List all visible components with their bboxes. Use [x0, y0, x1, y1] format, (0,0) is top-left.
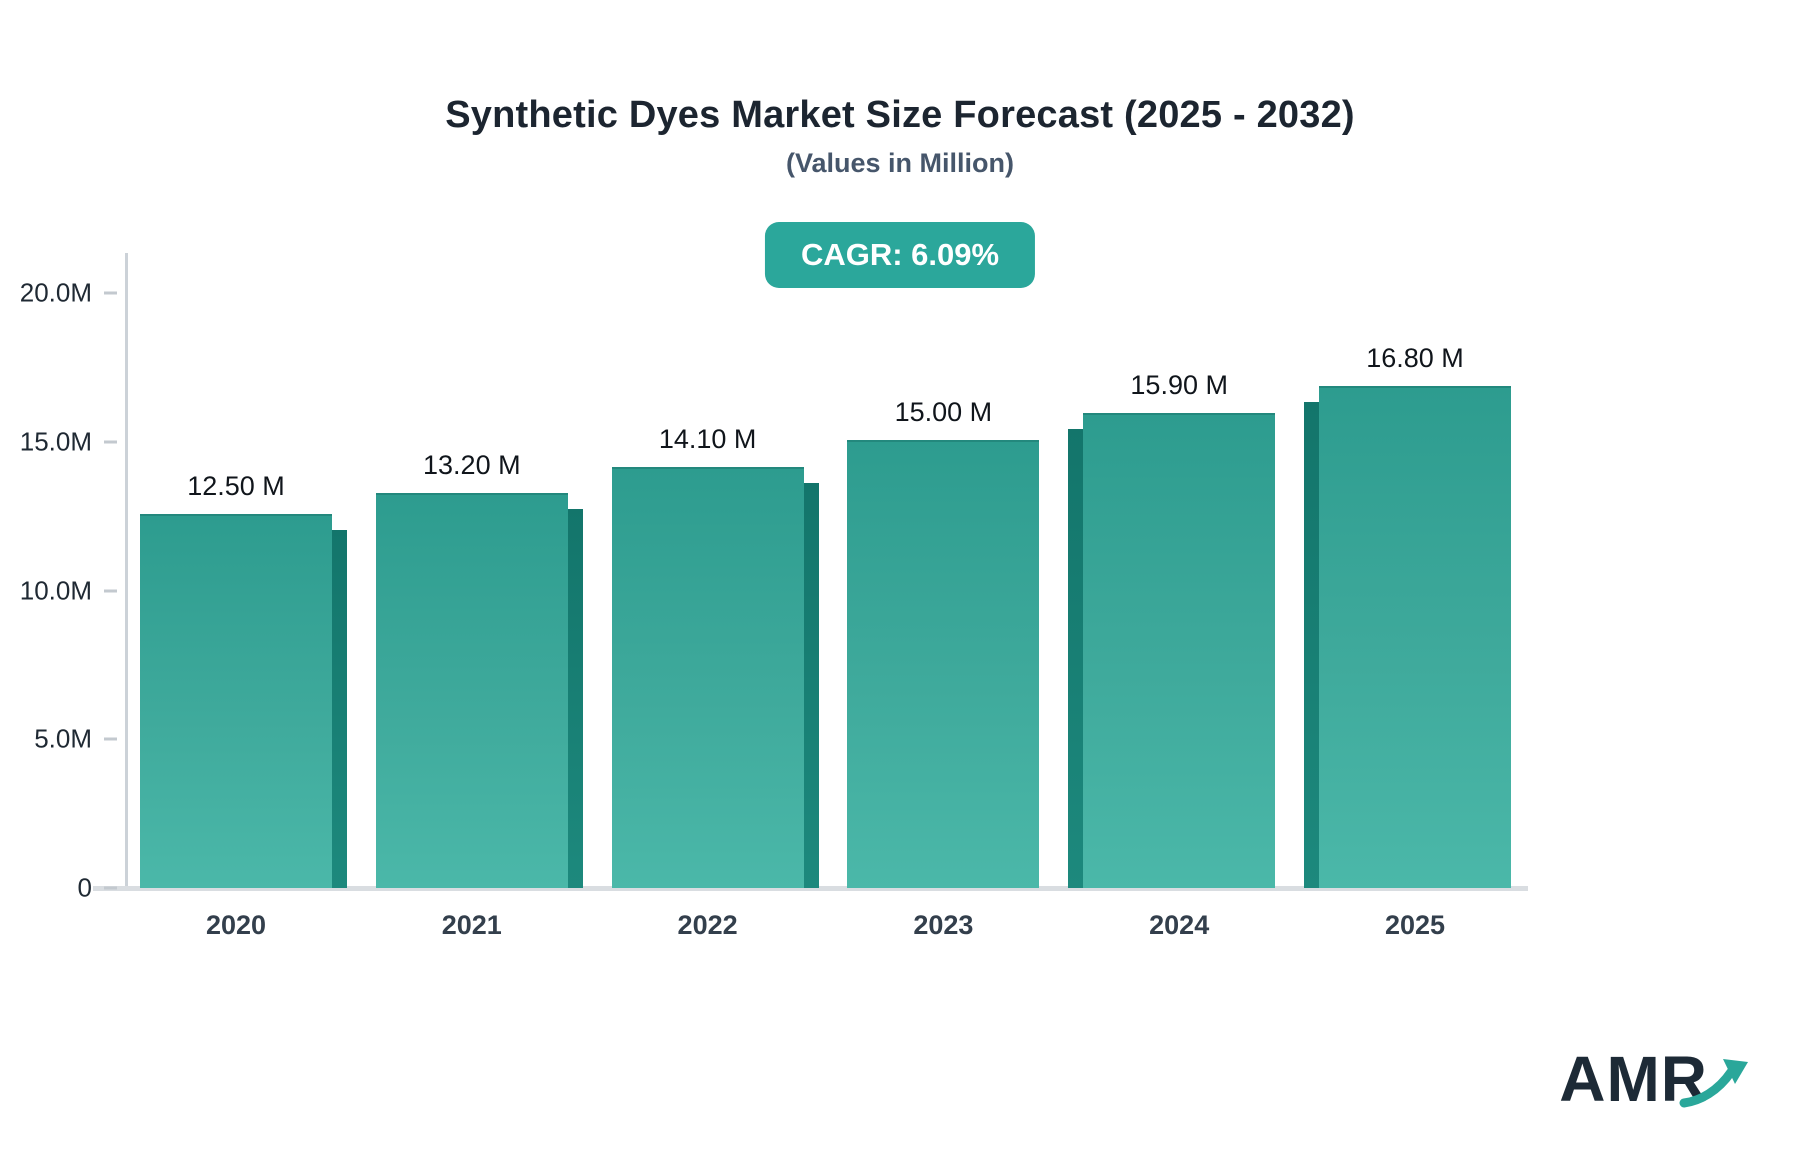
- bar-group: 13.20 M 2021: [375, 293, 583, 940]
- y-tick: 0: [0, 873, 125, 904]
- bar: [375, 493, 583, 888]
- bar-group: 15.00 M 2023: [847, 293, 1040, 940]
- chart-title: Synthetic Dyes Market Size Forecast (202…: [445, 94, 1355, 136]
- chart-subtitle: (Values in Million): [785, 148, 1015, 178]
- bar-group: 14.10 M 2022: [611, 293, 819, 940]
- x-axis-label: 2025: [1384, 910, 1446, 940]
- y-tick-mark: [104, 440, 117, 444]
- y-tick-label: 5.0M: [34, 723, 92, 754]
- bar: [1068, 412, 1276, 888]
- bar-group: 15.90 M 2024: [1068, 293, 1276, 940]
- y-tick-mark: [104, 291, 117, 295]
- y-tick: 10.0M: [0, 575, 125, 606]
- x-axis-label: 2023: [913, 910, 974, 940]
- x-axis-label: 2020: [205, 910, 267, 940]
- y-tick: 20.0M: [0, 278, 125, 309]
- y-tick-mark: [104, 589, 117, 592]
- y-axis: 20.0M 15.0M 10.0M 5.0M 0: [0, 278, 125, 903]
- bar-value-label: 12.50 M: [187, 471, 285, 502]
- bar-value-label: 13.20 M: [423, 450, 521, 481]
- bar: [847, 439, 1040, 888]
- bar-value-label: 15.90 M: [1130, 369, 1228, 400]
- bar-group: 12.50 M 2020: [140, 293, 347, 940]
- bar-3d-edge: [1068, 428, 1084, 888]
- bar-3d-edge: [1303, 402, 1319, 888]
- amr-logo: AMR: [1559, 1042, 1748, 1116]
- plot-area: 12.50 M 2020 13.20 M 2021 14.10 M 2022 15.00 M…: [128, 293, 1523, 940]
- y-tick: 15.0M: [0, 426, 125, 457]
- bar: [611, 466, 819, 888]
- y-tick-label: 20.0M: [19, 277, 92, 308]
- x-axis-line: [93, 886, 1528, 891]
- growth-arrow-icon: [1679, 1059, 1748, 1108]
- bar-value-label: 16.80 M: [1366, 343, 1464, 374]
- x-axis-label: 2024: [1149, 910, 1210, 940]
- y-tick: 5.0M: [0, 724, 125, 755]
- y-tick-label: 15.0M: [19, 426, 92, 457]
- bar-3d-edge: [332, 530, 347, 888]
- y-tick-label: 10.0M: [19, 575, 92, 605]
- x-axis-label: 2021: [441, 910, 502, 940]
- bar: [1303, 386, 1511, 888]
- y-tick-label: 0: [77, 872, 92, 903]
- bar-3d-edge: [803, 482, 819, 888]
- x-axis-label: 2022: [677, 910, 738, 940]
- bar: [140, 514, 347, 888]
- y-tick-mark: [104, 737, 117, 741]
- bar-value-label: 14.10 M: [658, 423, 757, 454]
- y-tick-mark: [104, 886, 117, 890]
- bar-group: 16.80 M 2025: [1303, 293, 1511, 940]
- bar-value-label: 15.00 M: [894, 396, 993, 427]
- bar-3d-edge: [567, 509, 583, 888]
- cagr-badge: CAGR: 6.09%: [764, 222, 1036, 288]
- y-axis-line: [125, 253, 128, 890]
